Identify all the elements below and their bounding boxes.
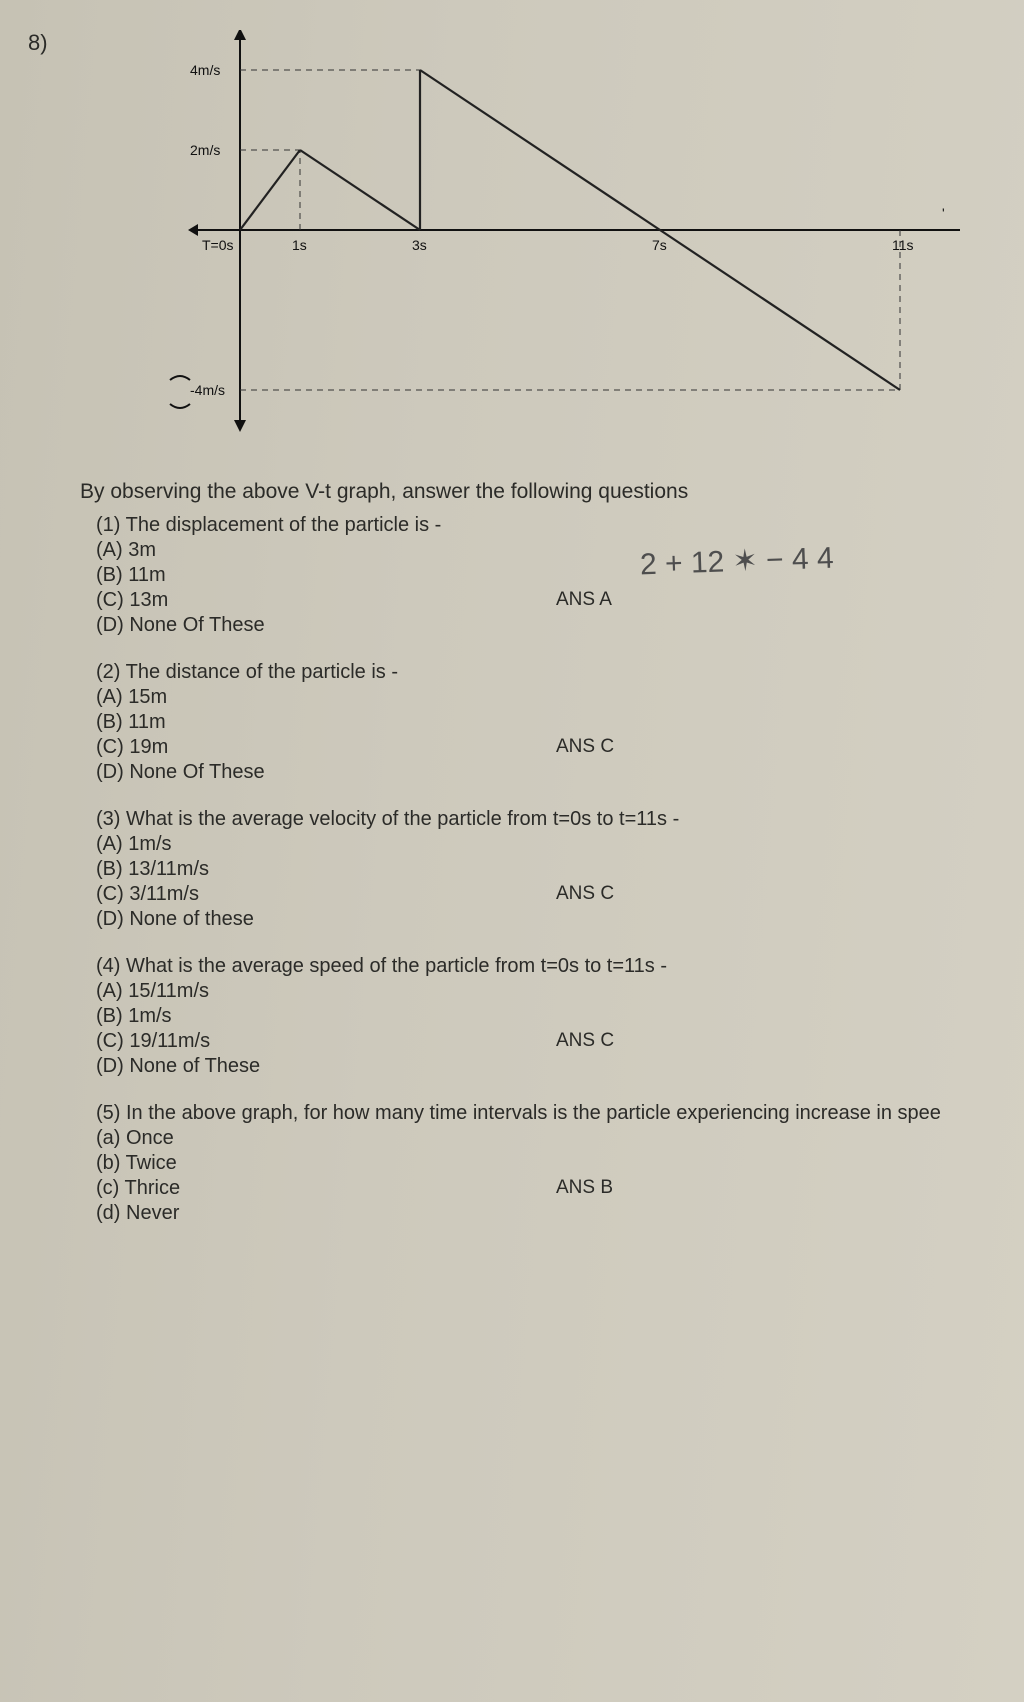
option: (C) 13mANS A [96,589,984,612]
svg-text:T=0s: T=0s [202,237,234,253]
option: (A) 1m/s [96,833,984,856]
option: (C) 19mANS C [96,736,984,759]
vt-graph: vt4m/s2m/s-4m/sT=0s1s3s7s11s' [160,30,984,450]
subquestion-text: (5) In the above graph, for how many tim… [96,1102,984,1125]
option: (D) None Of These [96,614,984,637]
option: (B) 11m [96,564,984,587]
question-number: 8) [28,30,48,56]
answer-label: ANS C [556,883,614,905]
answer-label: ANS B [556,1177,613,1199]
option: (a) Once [96,1127,984,1150]
option: (B) 1m/s [96,1005,984,1028]
subquestion-block: (3) What is the average velocity of the … [40,808,984,931]
subquestion-block: (2) The distance of the particle is -(A)… [40,661,984,784]
subquestions-container: (1) The displacement of the particle is … [40,514,984,1225]
subquestion-block: (1) The displacement of the particle is … [40,514,984,637]
handwritten-note: 2 + 12 ✶ − 4 4 [639,541,834,583]
subquestion-text: (4) What is the average speed of the par… [96,955,984,978]
answer-label: ANS C [556,736,614,758]
svg-text:-4m/s: -4m/s [190,382,225,398]
intro-text: By observing the above V-t graph, answer… [80,480,984,504]
subquestion-text: (3) What is the average velocity of the … [96,808,984,831]
option: (C) 3/11m/sANS C [96,883,984,906]
option: (B) 13/11m/s [96,858,984,881]
page: 8) vt4m/s2m/s-4m/sT=0s1s3s7s11s' By obse… [0,0,1024,1702]
svg-text:4m/s: 4m/s [190,62,220,78]
svg-text:': ' [942,205,945,221]
subquestion-block: (4) What is the average speed of the par… [40,955,984,1078]
vt-graph-svg: vt4m/s2m/s-4m/sT=0s1s3s7s11s' [160,30,960,450]
svg-text:2m/s: 2m/s [190,142,220,158]
svg-text:7s: 7s [652,237,667,253]
subquestion-text: (1) The displacement of the particle is … [96,514,984,537]
subquestion-text: (2) The distance of the particle is - [96,661,984,684]
subquestion-block: (5) In the above graph, for how many tim… [40,1102,984,1225]
option: (A) 3m [96,539,984,562]
option: (A) 15/11m/s [96,980,984,1003]
option: (C) 19/11m/sANS C [96,1030,984,1053]
option: (A) 15m [96,686,984,709]
option: (D) None of These [96,1055,984,1078]
svg-text:3s: 3s [412,237,427,253]
option: (B) 11m [96,711,984,734]
option: (b) Twice [96,1152,984,1175]
answer-label: ANS A [556,589,612,611]
answer-label: ANS C [556,1030,614,1052]
option: (D) None Of These [96,761,984,784]
option: (D) None of these [96,908,984,931]
svg-text:1s: 1s [292,237,307,253]
svg-text:11s: 11s [892,237,914,253]
option: (d) Never [96,1202,984,1225]
option: (c) ThriceANS B [96,1177,984,1200]
